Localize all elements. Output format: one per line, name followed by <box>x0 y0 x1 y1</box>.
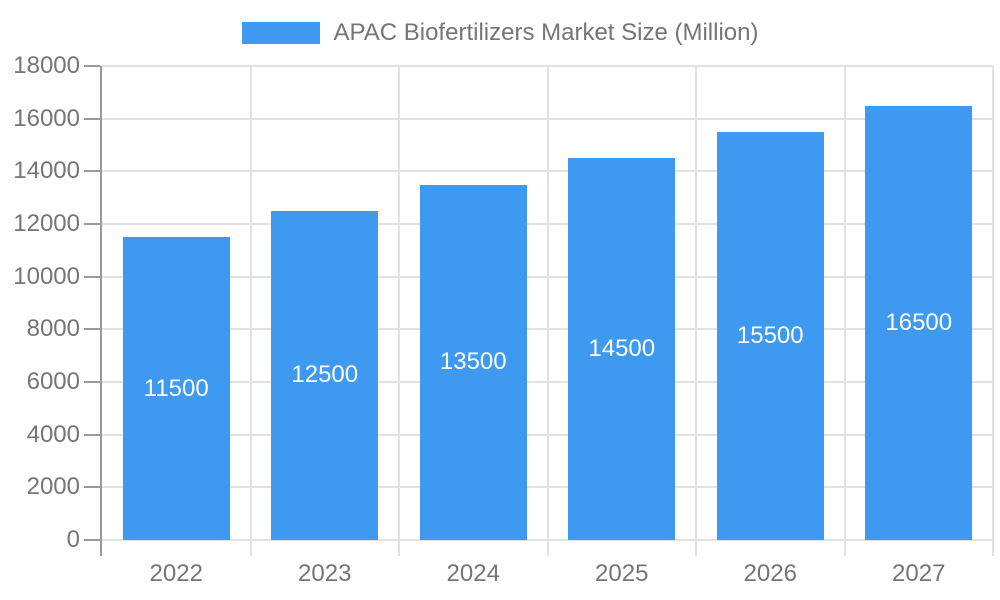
y-axis-label: 10000 <box>13 262 80 290</box>
y-axis-tick <box>84 328 100 331</box>
bar-2022[interactable] <box>122 237 230 540</box>
y-axis-line <box>100 66 102 556</box>
y-axis-label: 6000 <box>26 368 80 395</box>
gridline-v <box>249 66 252 556</box>
y-axis-tick <box>84 170 100 173</box>
y-axis-label: 4000 <box>26 420 80 448</box>
bar-2025[interactable] <box>568 158 676 540</box>
y-axis-label: 0 <box>66 526 80 553</box>
y-axis-label: 2000 <box>26 473 80 501</box>
y-axis-tick <box>84 117 100 120</box>
x-axis-label: 2022 <box>149 560 203 587</box>
y-axis-tick <box>84 539 100 541</box>
legend-item-apac-biofertilizers[interactable]: APAC Biofertilizers Market Size (Million… <box>241 19 759 46</box>
y-axis-label: 16000 <box>13 104 80 132</box>
x-axis-label: 2026 <box>743 560 797 587</box>
chart-legend: APAC Biofertilizers Market Size (Million… <box>0 21 1000 45</box>
bar-2026[interactable] <box>716 131 824 540</box>
legend-swatch-icon <box>241 22 320 44</box>
y-axis-tick <box>84 486 100 489</box>
bar-2023[interactable] <box>271 210 379 540</box>
y-axis-label: 18000 <box>13 52 80 79</box>
plot-area: 0 2000 4000 6000 8000 10000 12000 14000 16000 180… <box>13 54 994 586</box>
y-axis-label: 8000 <box>26 315 80 343</box>
y-axis-tick <box>84 433 100 436</box>
x-axis-label: 2027 <box>892 560 946 587</box>
y-axis-tick <box>84 381 100 383</box>
y-axis-tick <box>84 65 100 67</box>
y-axis-label: 12000 <box>13 210 80 237</box>
gridline-v <box>546 66 549 556</box>
x-axis-label: 2025 <box>595 560 649 587</box>
gridline-v <box>695 66 697 556</box>
y-axis-tick <box>84 223 100 225</box>
gridline-v <box>992 66 994 556</box>
x-axis-label: 2023 <box>298 560 352 587</box>
gridline-v <box>398 66 400 556</box>
y-axis-tick <box>84 275 100 278</box>
gridline-v <box>843 66 846 556</box>
legend-label: APAC Biofertilizers Market Size (Million… <box>333 19 759 46</box>
bar-2024[interactable] <box>419 184 527 540</box>
bar-2027[interactable] <box>865 105 973 540</box>
x-axis-label: 2024 <box>446 560 500 587</box>
y-axis-label: 14000 <box>13 157 80 185</box>
